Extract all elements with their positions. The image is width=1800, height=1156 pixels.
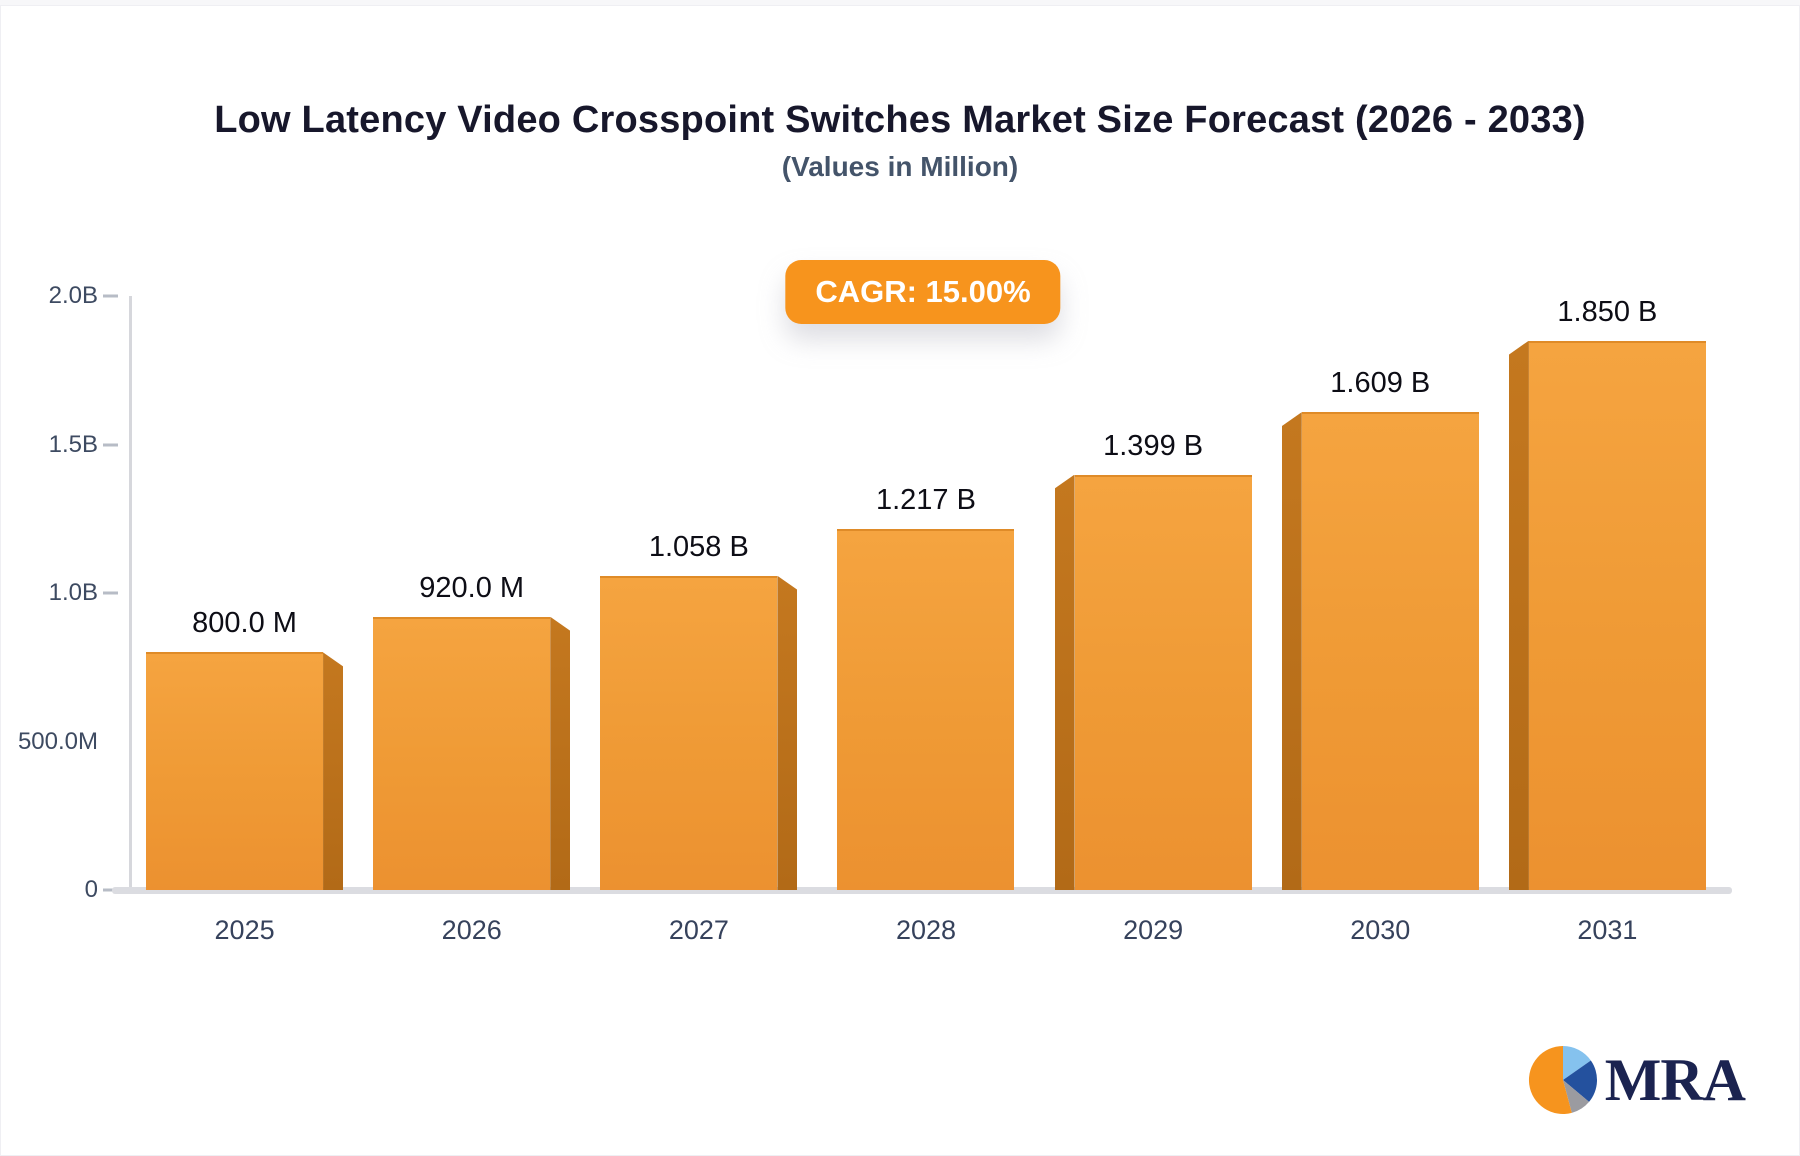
bar-column: 1.399 B <box>1040 296 1267 890</box>
bar-side-3d <box>777 575 798 890</box>
bar-side-3d <box>550 616 571 890</box>
y-axis-tick <box>103 888 118 892</box>
bar-column: 920.0 M <box>358 296 585 890</box>
bar-value-label: 1.399 B <box>1103 429 1204 462</box>
bar-face <box>1074 474 1252 890</box>
bar-side-3d <box>323 652 344 890</box>
bar-column: 1.058 B <box>585 296 812 890</box>
y-axis-label: 1.0B <box>48 579 98 606</box>
x-axis-labels: 2025 2026 2027 2028 2029 2030 2031 <box>131 915 1721 946</box>
bar: 920.0 M <box>373 572 571 890</box>
bar-face <box>600 575 778 890</box>
bar-column: 1.217 B <box>812 296 1039 890</box>
bar-value-label: 800.0 M <box>192 607 297 640</box>
bar-column: 800.0 M <box>131 296 358 890</box>
y-axis-label: 500.0M <box>17 727 98 755</box>
bar-value-label: 1.609 B <box>1330 367 1431 400</box>
bar-face <box>1301 412 1479 890</box>
pie-chart-icon <box>1528 1046 1597 1114</box>
bar-side-3d <box>1054 474 1075 890</box>
chart-title: Low Latency Video Crosspoint Switches Ma… <box>214 99 1586 141</box>
y-axis: 2.0B 1.5B 1.0B 500.0M 0 <box>0 282 131 903</box>
bar: 800.0 M <box>146 607 344 890</box>
x-axis-label: 2030 <box>1350 915 1411 945</box>
y-axis-label: 1.5B <box>48 430 98 458</box>
mra-logo-text: MRA <box>1604 1047 1746 1113</box>
y-axis-line <box>129 296 132 890</box>
bar-value-label: 920.0 M <box>419 571 525 604</box>
bar-face <box>146 652 324 890</box>
bar-column: 1.609 B <box>1267 296 1494 890</box>
chart-subtitle: (Values in Million) <box>781 151 1019 182</box>
x-axis-label: 2029 <box>1123 915 1184 945</box>
bar-chart: 2.0B 1.5B 1.0B 500.0M 0 800.0 M 920.0 M 1.058 … <box>0 5 1800 1156</box>
bar-side-3d <box>1508 340 1529 890</box>
bar-value-label: 1.850 B <box>1557 295 1658 328</box>
bar-side-3d <box>1281 412 1302 890</box>
bar: 1.058 B <box>600 531 798 890</box>
x-axis-line <box>112 887 1732 894</box>
bar: 1.609 B <box>1281 367 1479 890</box>
bar-face <box>373 616 551 890</box>
plot-area: 800.0 M 920.0 M 1.058 B 1.217 B 1.399 B 1.609… <box>131 296 1721 890</box>
bar: 1.399 B <box>1054 430 1252 890</box>
bar-column: 1.850 B <box>1494 296 1721 890</box>
bar-value-label: 1.217 B <box>875 483 976 516</box>
bar: 1.850 B <box>1508 296 1706 890</box>
bar-value-label: 1.058 B <box>648 530 749 563</box>
y-axis-tick <box>103 443 118 446</box>
x-axis-label: 2031 <box>1577 915 1638 945</box>
bar-face <box>1528 340 1706 890</box>
y-axis-label: 0 <box>84 876 98 903</box>
x-axis-label: 2027 <box>668 915 729 945</box>
x-axis-label: 2025 <box>214 915 275 945</box>
y-axis-label: 2.0B <box>48 282 98 309</box>
y-axis-tick <box>103 294 118 298</box>
bar: 1.217 B <box>827 484 1024 890</box>
mra-logo: MRA <box>1527 1044 1746 1116</box>
cagr-badge: CAGR: 15.00% <box>785 260 1061 324</box>
y-axis-tick <box>103 591 118 595</box>
x-axis-label: 2026 <box>441 915 502 945</box>
x-axis-label: 2028 <box>895 915 957 945</box>
bar-face <box>837 528 1015 890</box>
